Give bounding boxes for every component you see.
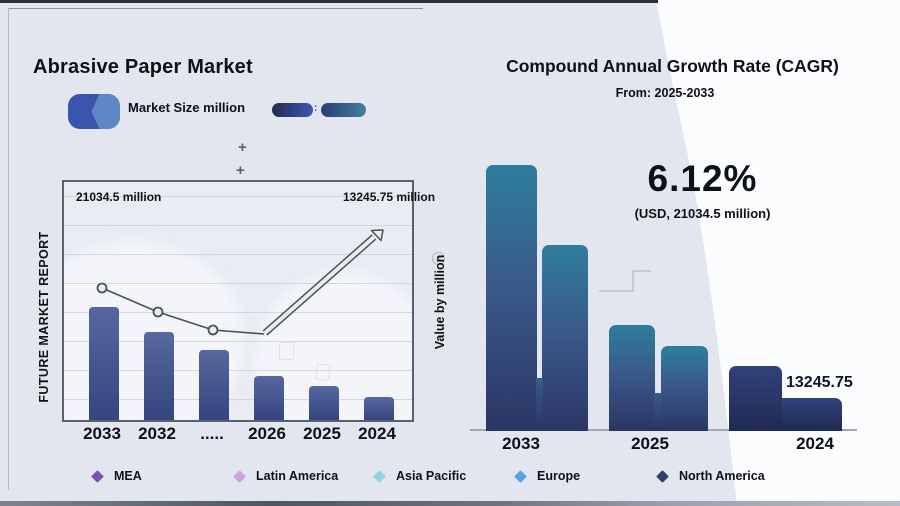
- plus-icon: +: [236, 162, 245, 179]
- legend-item-mea: MEA: [91, 468, 142, 484]
- left-bar-2033: [89, 307, 119, 420]
- x-label-.....: .....: [200, 424, 224, 443]
- left-bar-2026: [254, 376, 284, 420]
- cagr-note: (USD, 21034.5 million): [634, 206, 771, 221]
- x-label-2024: 2024: [358, 424, 396, 443]
- legend-label: North America: [679, 469, 765, 483]
- cagr-value: 6.12%: [647, 158, 758, 199]
- x-label-2024: 2024: [796, 434, 834, 453]
- diamond-icon: [656, 469, 669, 483]
- left-bar-2032: [144, 332, 174, 420]
- legend-label: Asia Pacific: [396, 469, 467, 483]
- market-size-label: Market Size million: [128, 100, 246, 115]
- diamond-icon: [233, 469, 246, 483]
- top-edge-strip: [0, 0, 658, 3]
- cagr-bar-2024-secondary: [782, 398, 842, 431]
- clipboard-watermark-icon: [279, 342, 294, 360]
- market-size-chart: [62, 180, 414, 422]
- x-label-2033: 2033: [83, 424, 121, 443]
- frame-line-left: [8, 8, 9, 490]
- diamond-icon: [514, 469, 527, 483]
- gridline: [64, 341, 412, 342]
- trend-line: [101, 287, 265, 335]
- left-bar-.....: [199, 350, 229, 420]
- right-axis-value-label: 13245.75 million: [343, 190, 436, 204]
- legend-item-asia-pacific: Asia Pacific: [373, 468, 467, 484]
- x-label-2025: 2025: [303, 424, 341, 443]
- gridline: [64, 254, 412, 255]
- diamond-icon: [373, 469, 386, 483]
- growth-arrow-icon: [262, 229, 384, 336]
- x-label-2025: 2025: [631, 434, 669, 453]
- legend-item-latin-america: Latin America: [233, 468, 339, 484]
- legend-item-europe: Europe: [514, 468, 581, 484]
- gridline: [64, 225, 412, 226]
- frame-line-top: [8, 8, 423, 9]
- cagr-bar-2033-secondary: [542, 245, 588, 431]
- value-axis-label: Value by million: [433, 254, 447, 350]
- cagr-bar-2033-base-join: [536, 378, 543, 431]
- page-title: Abrasive Paper Market: [33, 56, 253, 78]
- step-line-icon: [599, 270, 651, 292]
- legend-label: MEA: [114, 469, 142, 483]
- ratio-colon: :: [314, 103, 318, 114]
- circle-slash-watermark-icon: [431, 251, 446, 266]
- legend-label: Europe: [537, 469, 581, 483]
- cagr-bar-2025-base-join: [654, 393, 662, 431]
- gridline: [64, 312, 412, 313]
- ratio-pill-right-icon: [321, 103, 366, 117]
- x-label-2032: 2032: [138, 424, 176, 443]
- gridline: [64, 399, 412, 400]
- legend-label: Latin America: [256, 469, 339, 483]
- gridline: [64, 196, 412, 197]
- gridline: [64, 283, 412, 284]
- future-market-report-label: FUTURE MARKET REPORT: [37, 231, 51, 403]
- plus-icon: +: [238, 139, 247, 156]
- bar-value-label: 13245.75: [786, 374, 853, 391]
- cagr-bar-2024-primary: [729, 366, 782, 431]
- left-bar-2024: [364, 397, 394, 420]
- cagr-bar-2033-primary: [486, 165, 537, 431]
- x-label-2026: 2026: [248, 424, 286, 443]
- cagr-title: Compound Annual Growth Rate (CAGR): [506, 56, 839, 76]
- cagr-subtitle: From: 2025-2033: [615, 86, 715, 100]
- cagr-bar-2025-primary: [609, 325, 655, 431]
- x-label-2033: 2033: [502, 434, 540, 453]
- cylinder-icon-facet: [91, 94, 120, 129]
- cylinder-icon: [68, 94, 120, 129]
- bottom-edge-strip: [0, 501, 900, 506]
- left-bar-2025: [309, 386, 339, 420]
- left-axis-max-label: 21034.5 million: [76, 190, 162, 204]
- trend-line-and-arrow: [96, 229, 384, 336]
- diamond-icon: [91, 469, 104, 483]
- ratio-pill-left-icon: [272, 103, 313, 117]
- trend-markers: [96, 282, 219, 336]
- cagr-bar-2025-secondary: [661, 346, 708, 431]
- legend-item-north-america: North America: [656, 468, 765, 484]
- gridline: [64, 370, 412, 371]
